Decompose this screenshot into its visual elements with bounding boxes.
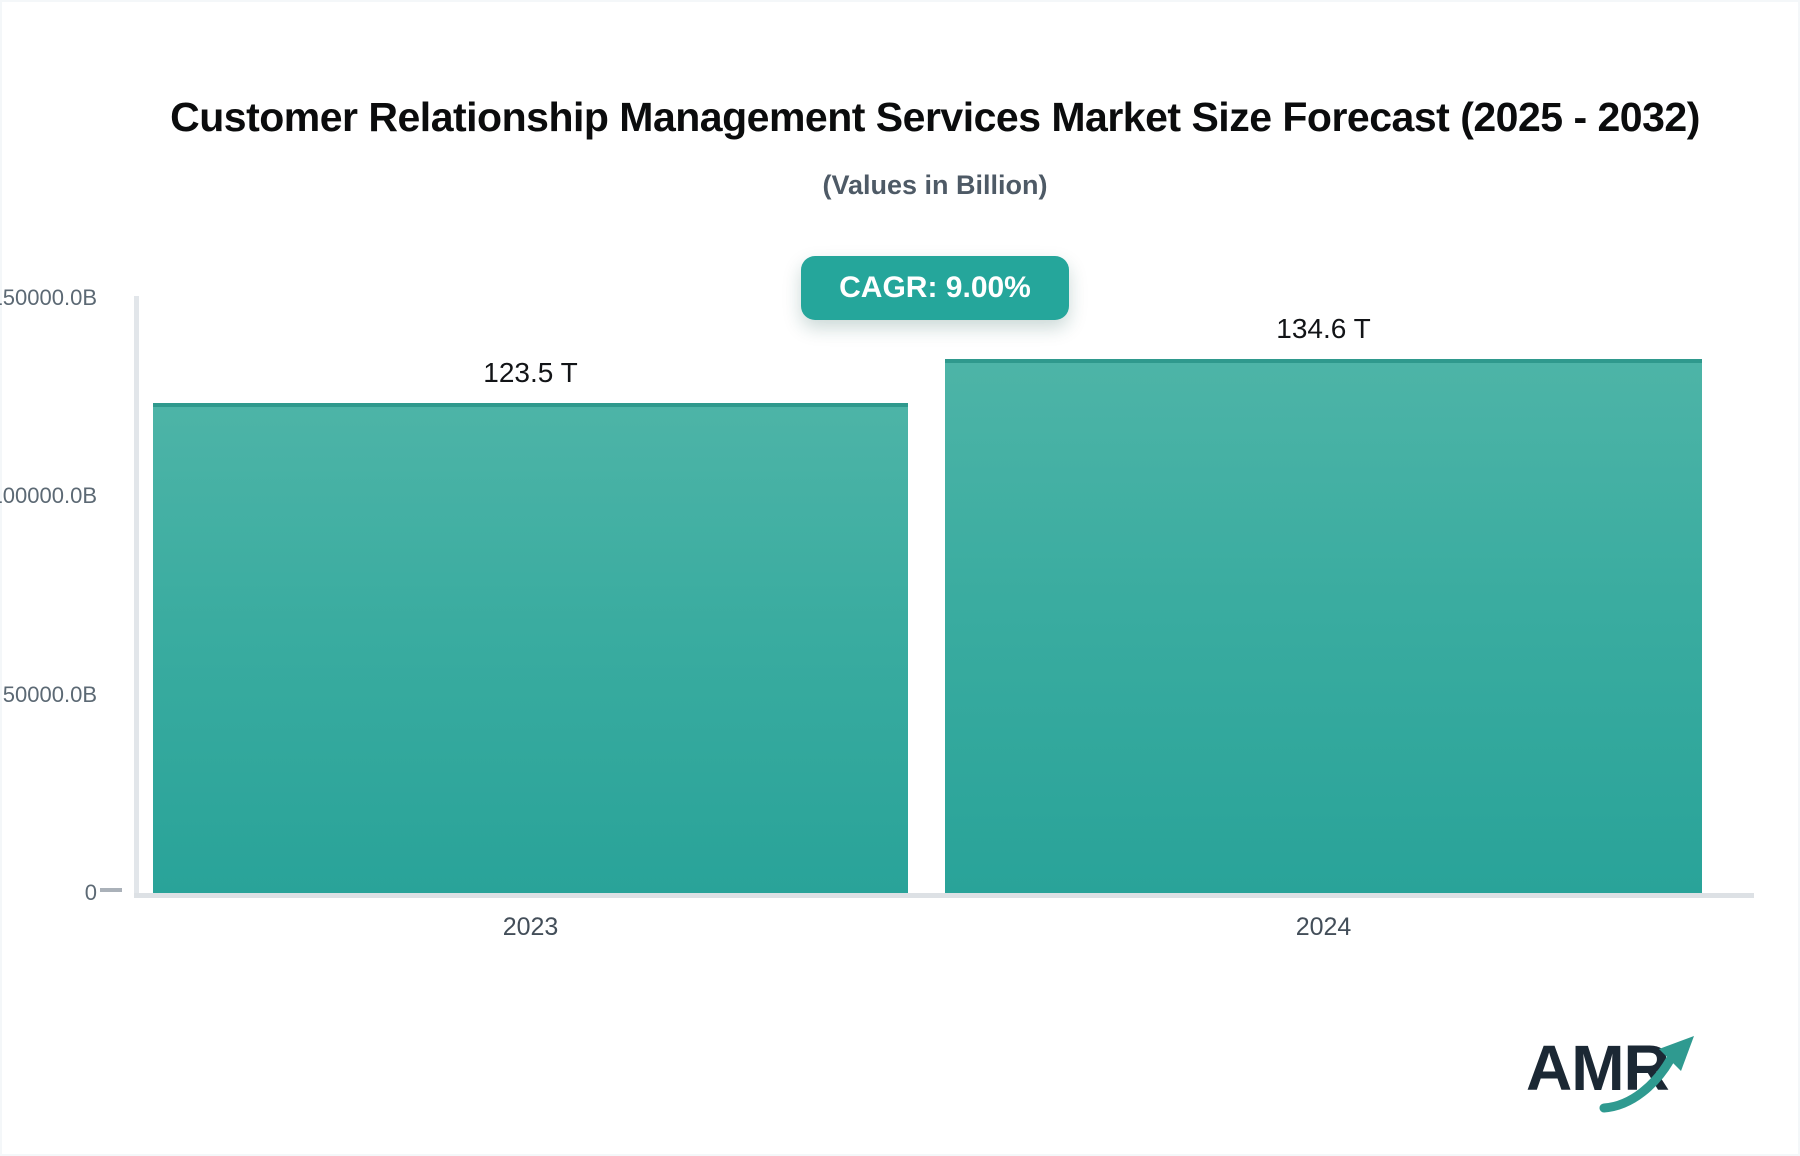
y-tick-label-0: 0 [84, 880, 97, 905]
amr-logo-arrow-icon [1599, 1036, 1694, 1113]
bar-group-2023: 123.5 T [153, 298, 908, 893]
y-tick-label-150000: 150000.0B [0, 285, 97, 310]
amr-logo: AMR [1526, 1032, 1694, 1113]
bar-value-label: 134.6 T [1276, 313, 1371, 344]
bar-group-2024: 134.6 T [945, 298, 1702, 893]
x-tick-label-2024: 2024 [1295, 913, 1352, 941]
bar-rect-2024[interactable] [945, 359, 1702, 893]
bar-rect-2023[interactable] [153, 403, 908, 893]
x-axis-line [134, 893, 1754, 898]
y-axis-line [134, 296, 139, 898]
x-tick-label-2023: 2023 [502, 913, 559, 941]
y-axis-zero-tick [100, 888, 122, 892]
bar-value-label: 123.5 T [483, 357, 578, 388]
y-tick-label-50000: 50000.0B [2, 682, 97, 707]
chart-subtitle: (Values in Billion) [822, 170, 1048, 200]
chart-title: Customer Relationship Management Service… [170, 94, 1700, 140]
y-tick-label-100000: 100000.0B [0, 483, 97, 508]
